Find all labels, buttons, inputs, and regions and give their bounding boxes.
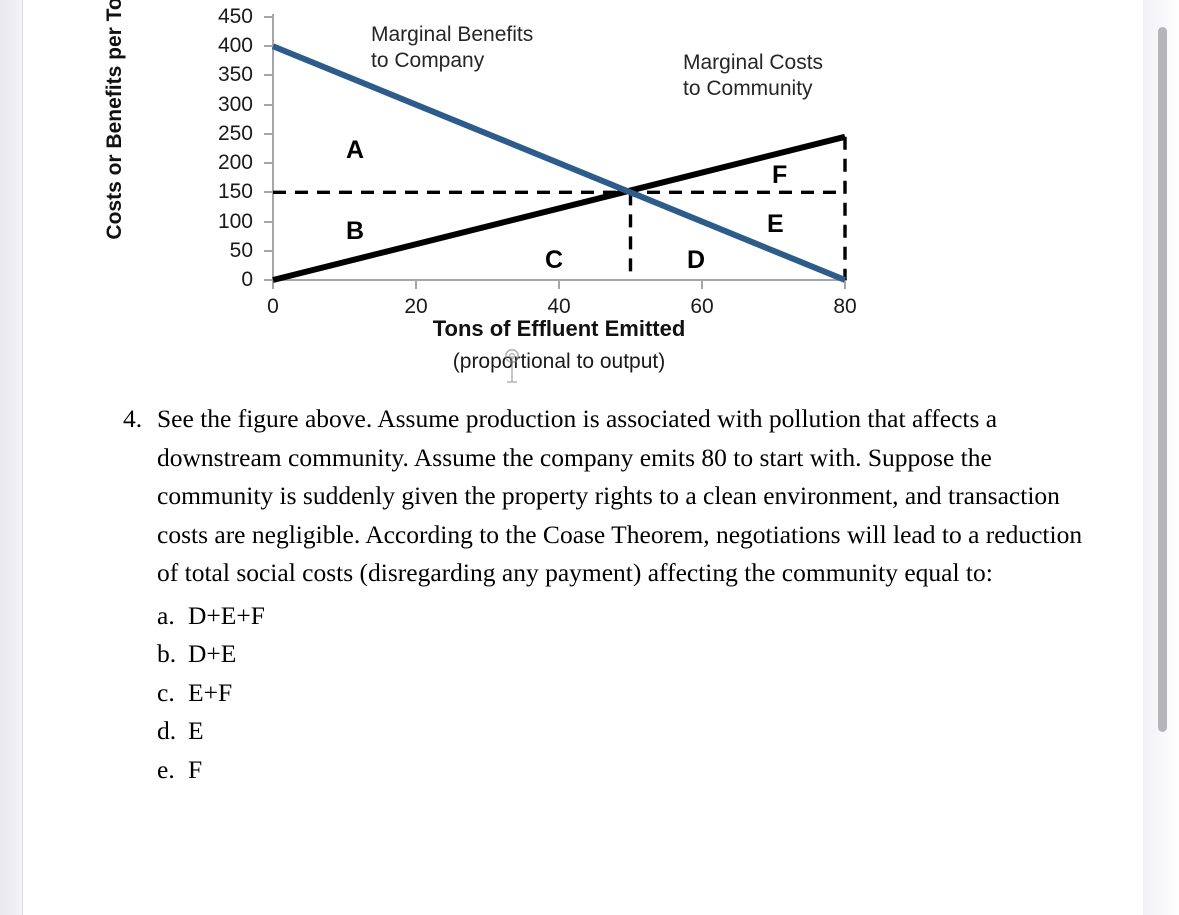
x-axis-tick-label: 60 [690, 295, 714, 318]
y-axis-tick [264, 191, 272, 194]
answer-option-letter: c. [157, 677, 175, 707]
series-line-marginal-costs [272, 133, 846, 283]
y-axis-tick [264, 249, 272, 252]
question-block: 4. See the figure above. Assume producti… [123, 400, 1123, 805]
y-axis-tick-label: 250 [217, 121, 253, 145]
answer-option-letter: d. [157, 716, 177, 745]
y-axis-tick [264, 74, 272, 77]
answer-option-letter: b. [157, 639, 177, 668]
y-axis-tick [264, 162, 272, 165]
y-axis-tick [264, 45, 272, 48]
x-axis-tick [558, 281, 560, 289]
x-axis-tick-label: 0 [267, 295, 279, 318]
answer-option[interactable]: a. D+E+F [157, 597, 1123, 636]
answer-option-text: E+F [188, 677, 233, 707]
x-axis-tick-label: 80 [833, 295, 857, 318]
answer-option[interactable]: c. E+F [157, 674, 1123, 713]
answer-option-text: D+E+F [188, 600, 265, 630]
answer-option[interactable]: e. F [157, 751, 1123, 790]
left-gutter [0, 0, 23, 915]
x-axis-tick [701, 281, 703, 289]
series-note-benefits-line1: Marginal Benefits [371, 23, 534, 46]
chart-plot-svg [271, 43, 847, 283]
answer-option-letter: a. [157, 600, 175, 630]
y-axis-tick [264, 220, 272, 223]
region-label-c: C [545, 246, 564, 274]
region-label-b: B [346, 217, 365, 245]
y-axis-tick [264, 16, 272, 18]
answer-option[interactable]: d. E [157, 712, 1123, 751]
y-axis-tick [264, 279, 272, 281]
text-cursor-icon [505, 349, 519, 383]
x-axis-title: Tons of Effluent Emitted [432, 316, 686, 341]
y-axis-tick-label: 50 [229, 238, 253, 262]
x-axis-tick [844, 281, 846, 289]
region-label-d: D [687, 246, 706, 274]
question-text: See the figure above. Assume production … [157, 404, 1083, 587]
series-note-costs-line1: Marginal Costs [683, 51, 824, 74]
x-axis-tick [415, 281, 417, 289]
answer-option-text: E [188, 716, 204, 745]
vertical-scrollbar-track[interactable] [1142, 0, 1179, 915]
document-page: 0 50 100 150 200 250 300 350 400 450 0 20 40 60 80 Co… [23, 0, 1143, 915]
vertical-scrollbar-thumb[interactable] [1158, 27, 1167, 732]
x-axis-tick-label: 40 [547, 295, 571, 318]
y-axis-tick-label: 400 [217, 34, 253, 58]
x-axis-line [272, 279, 847, 281]
y-axis-tick-label: 200 [217, 151, 253, 175]
region-label-a: A [346, 136, 365, 164]
x-axis-tick-label: 20 [404, 295, 428, 318]
answer-option[interactable]: b. D+E [157, 635, 1123, 674]
answer-option-text: F [188, 754, 203, 784]
series-note-marginal-benefits: Marginal Benefits to Company [371, 22, 533, 73]
y-axis-tick [264, 103, 272, 106]
region-label-f: F [772, 161, 788, 189]
y-axis-line [272, 14, 274, 283]
answer-option-letter: e. [157, 754, 175, 784]
y-axis-tick [264, 132, 272, 135]
y-axis-tick-label: 0 [241, 268, 253, 291]
y-axis-tick-label: 450 [217, 5, 253, 28]
series-note-costs-line2: to Community [683, 76, 813, 100]
y-axis-tick-label: 350 [217, 63, 253, 87]
y-axis-tick-label: 300 [217, 92, 253, 116]
economics-chart: 0 50 100 150 200 250 300 350 400 450 0 20 40 60 80 Co… [83, 0, 873, 392]
series-line-marginal-benefits [271, 43, 847, 283]
region-label-e: E [767, 210, 784, 238]
answer-option-text: D+E [188, 639, 237, 668]
series-note-marginal-costs: Marginal Costs to Community [683, 50, 823, 101]
y-axis-tick-label: 150 [217, 180, 253, 204]
series-note-benefits-line2: to Company [371, 48, 485, 72]
question-row: 4. See the figure above. Assume producti… [123, 400, 1123, 593]
x-axis-tick [272, 281, 274, 289]
y-axis-tick-label: 100 [217, 209, 253, 233]
question-number: 4. [123, 404, 143, 433]
